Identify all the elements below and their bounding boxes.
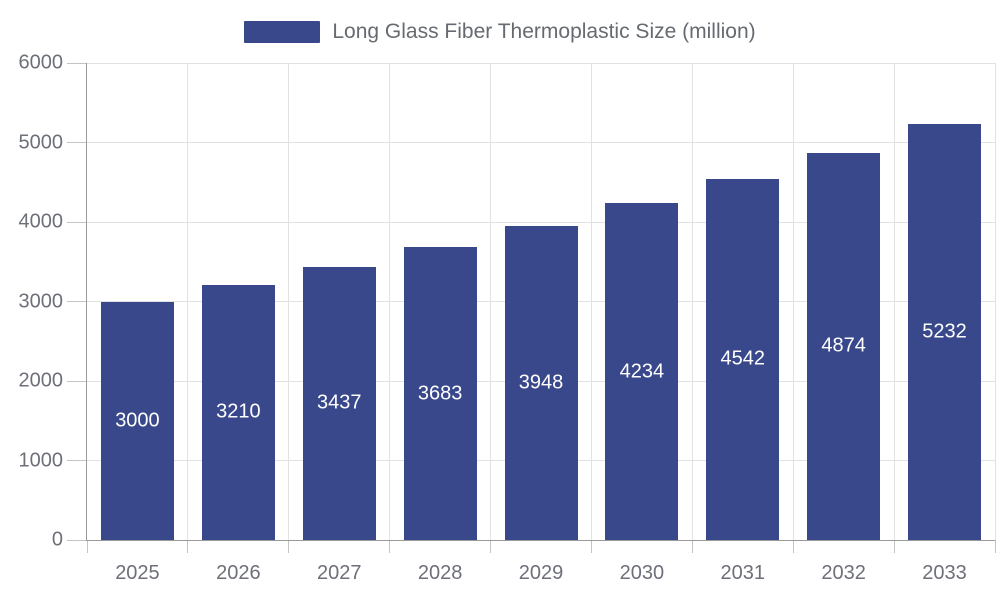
x-axis-tick xyxy=(288,540,290,553)
bar-value-label: 3000 xyxy=(115,409,160,432)
x-gridline xyxy=(288,63,290,540)
y-gridline xyxy=(87,142,995,143)
x-tick-label: 2032 xyxy=(821,562,866,584)
legend-label: Long Glass Fiber Thermoplastic Size (mil… xyxy=(332,20,756,43)
x-tick-label: 2025 xyxy=(115,562,160,584)
bar xyxy=(807,152,881,540)
bar xyxy=(908,124,982,540)
x-axis-tick xyxy=(691,540,693,553)
x-tick-label: 2031 xyxy=(720,562,766,584)
y-axis-tick xyxy=(67,539,87,541)
y-tick-label: 6000 xyxy=(18,51,64,74)
x-gridline xyxy=(590,63,592,540)
bar-value-label: 5232 xyxy=(922,320,967,343)
legend-item[interactable]: Long Glass Fiber Thermoplastic Size (mil… xyxy=(0,20,1000,44)
x-gridline xyxy=(994,63,996,540)
y-axis-tick xyxy=(67,460,87,461)
x-axis-tick xyxy=(590,540,592,553)
bar xyxy=(403,247,477,540)
x-gridline xyxy=(389,63,391,540)
x-axis-tick xyxy=(389,540,391,553)
y-tick-label: 4000 xyxy=(18,210,64,233)
x-gridline xyxy=(893,63,895,540)
x-tick-label: 2026 xyxy=(216,562,261,584)
x-tick-label: 2030 xyxy=(619,562,665,584)
x-axis-line xyxy=(86,540,995,541)
x-axis-tick xyxy=(490,540,492,553)
y-axis-tick xyxy=(67,142,87,143)
bar xyxy=(605,203,679,540)
y-tick-label: 3000 xyxy=(18,290,64,312)
bar xyxy=(302,266,376,540)
y-axis-tick xyxy=(67,62,87,64)
y-gridline xyxy=(87,62,995,64)
x-gridline xyxy=(187,63,189,540)
y-axis-line xyxy=(86,63,87,541)
bar-value-label: 4234 xyxy=(619,360,665,383)
bar xyxy=(706,178,780,540)
y-tick-label: 1000 xyxy=(18,449,64,471)
bar xyxy=(504,226,578,540)
y-tick-label: 2000 xyxy=(18,369,64,392)
bar-value-label: 3437 xyxy=(316,391,362,414)
x-axis-tick xyxy=(187,540,189,553)
legend-swatch xyxy=(244,21,321,43)
y-gridline xyxy=(87,221,995,223)
bar-value-label: 4542 xyxy=(720,347,766,370)
bar-value-label: 3948 xyxy=(518,371,564,394)
bar xyxy=(201,284,275,540)
x-axis-tick xyxy=(86,540,88,553)
x-axis-tick xyxy=(994,540,996,553)
x-gridline xyxy=(691,63,693,540)
y-tick-label: 5000 xyxy=(18,131,64,153)
x-gridline xyxy=(792,63,794,540)
y-axis-tick xyxy=(67,380,87,382)
y-tick-label: 0 xyxy=(51,528,63,551)
x-tick-label: 2029 xyxy=(518,562,564,584)
bar-value-label: 3210 xyxy=(216,400,261,423)
x-tick-label: 2033 xyxy=(922,562,967,584)
x-tick-label: 2027 xyxy=(316,562,362,584)
bar xyxy=(100,301,174,540)
x-tick-label: 2028 xyxy=(417,562,463,584)
x-axis-tick xyxy=(792,540,794,553)
y-axis-tick xyxy=(67,301,87,302)
bar-value-label: 4874 xyxy=(821,334,866,357)
x-axis-tick xyxy=(893,540,895,553)
x-gridline xyxy=(490,63,492,540)
y-axis-tick xyxy=(67,221,87,223)
bar-value-label: 3683 xyxy=(417,382,463,405)
